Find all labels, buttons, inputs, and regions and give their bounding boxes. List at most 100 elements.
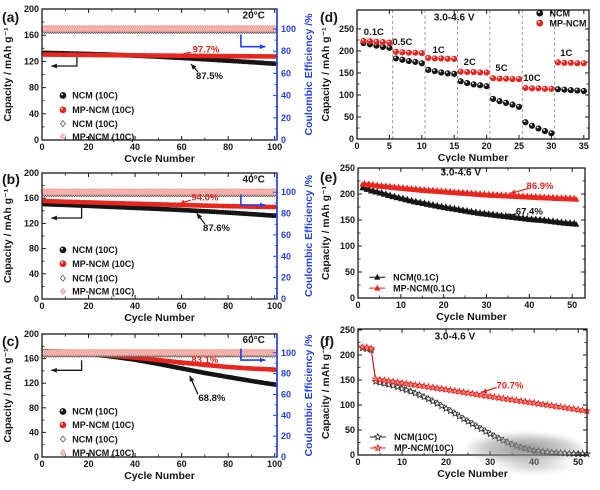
svg-text:150: 150 [340,215,355,225]
axis-ticks: 0 10 20 30 40 50 0 50 100 150 200 250 [340,163,585,310]
svg-text:5: 5 [387,141,392,151]
axis-labels: Cycle Number Capacity / mAh g⁻¹ [320,344,508,480]
series-mp-ncm-10c-efficiency [40,24,279,33]
annotation-83.1pct: 83.1% [177,355,219,366]
svg-text:Cycle Number: Cycle Number [437,468,508,480]
svg-text:20: 20 [281,113,291,123]
svg-text:35: 35 [579,141,589,151]
rate-label: 2C [464,57,476,68]
panel-a: 0 20 40 60 80 100 0 40 80 120 160 200 0 20 40 60 80 100 Cy… [0,0,318,165]
svg-text:MP-NCM (10C): MP-NCM (10C) [72,259,134,269]
svg-text:0: 0 [349,134,354,144]
svg-text:40: 40 [281,91,291,101]
svg-text:40: 40 [29,427,39,437]
svg-text:0: 0 [39,459,44,469]
svg-text:0: 0 [281,294,286,304]
series-mp-ncm [360,37,587,92]
voltage-window-label: 3.0-4.6 V [434,12,475,23]
svg-text:MP-NCM(0.1C): MP-NCM(0.1C) [393,283,455,293]
axis-labels: Cycle Number Capacity / mAh g⁻¹ Coulombic … [2,334,315,482]
voltage-window-label: 3.0-4.6 V [440,168,481,179]
svg-text:20: 20 [281,431,291,441]
svg-text:Capacity / mAh g⁻¹: Capacity / mAh g⁻¹ [320,344,332,439]
svg-text:60: 60 [281,68,291,78]
svg-text:20: 20 [84,459,94,469]
svg-text:40: 40 [281,251,291,261]
svg-text:Cycle Number: Cycle Number [124,153,195,162]
rate-label: 5C [495,63,507,74]
svg-text:250: 250 [340,325,355,335]
svg-text:100: 100 [281,187,296,197]
svg-text:20: 20 [439,300,449,310]
svg-text:Capacity / mAh g⁻¹: Capacity / mAh g⁻¹ [320,27,332,122]
annotation-70.7pct: 70.7% [481,381,524,394]
svg-text:68.8%: 68.8% [198,393,225,404]
svg-text:NCM (10C): NCM (10C) [72,119,118,129]
svg-text:100: 100 [267,459,282,469]
svg-text:0: 0 [355,300,360,310]
svg-text:100: 100 [267,142,282,152]
rate-separators [392,10,556,139]
svg-text:MP-NCM (10C): MP-NCM (10C) [72,105,134,115]
svg-text:40: 40 [130,459,140,469]
svg-text:50: 50 [567,300,577,310]
annotation-97.7pct: 97.7% [171,45,220,58]
svg-text:40: 40 [130,142,140,152]
svg-text:10: 10 [417,141,427,151]
panel-label: (f) [320,333,334,349]
plot-frame [356,9,590,140]
annotation-68.8pct: 68.8% [189,375,226,404]
svg-text:87.6%: 87.6% [203,223,230,234]
svg-text:80: 80 [223,459,233,469]
svg-text:20: 20 [84,142,94,152]
svg-text:Cycle Number: Cycle Number [124,470,195,482]
svg-text:160: 160 [24,193,39,203]
svg-text:150: 150 [340,375,355,385]
panel-c: 0 20 40 60 80 100 0 40 80 120 160 200 0 20 40 60 80 100 Cy… [0,324,318,490]
rate-label: 1C [433,45,445,56]
panel-a-chart: 0 20 40 60 80 10004080120160200020406080100Cy… [2,4,315,165]
svg-text:NCM (10C): NCM (10C) [72,407,118,417]
svg-text:40: 40 [281,410,291,420]
svg-text:67.4%: 67.4% [516,207,543,218]
axis-labels: Cycle Number Capacity / mAh g⁻¹ [320,27,508,164]
legend: NCM(10C)MP-NCM(10C) [369,432,454,453]
efficiency-axis-arrow [240,194,266,208]
svg-text:20: 20 [84,301,94,311]
svg-text:80: 80 [29,403,39,413]
svg-text:80: 80 [281,369,291,379]
svg-text:MP-NCM (10C): MP-NCM (10C) [72,132,134,142]
svg-text:50: 50 [345,267,355,277]
efficiency-axis-arrow [240,348,266,363]
svg-text:94.0%: 94.0% [191,193,218,204]
legend: NCM (10C) MP-NCM (10C) NCM (10C) MP-NCM (10… [59,245,134,297]
svg-text:20: 20 [482,141,492,151]
svg-text:86.9%: 86.9% [527,181,554,192]
svg-text:200: 200 [340,350,355,360]
svg-text:100: 100 [281,24,296,34]
svg-text:20: 20 [441,457,451,467]
svg-text:70.7%: 70.7% [496,381,523,392]
svg-text:0: 0 [34,294,39,304]
svg-text:30: 30 [481,300,491,310]
svg-text:83.1%: 83.1% [191,355,218,366]
annotation-94.0pct: 94.0% [179,193,219,205]
svg-text:60: 60 [177,142,187,152]
svg-text:Coulombic Efficiency /%: Coulombic Efficiency /% [303,334,315,457]
axis-ticks: 0 5 10 15 20 25 30 35 0 50 100 150 200 250 [339,10,589,151]
svg-text:30: 30 [546,141,556,151]
series-mp-ncm-10c-capacity [41,52,278,59]
svg-text:40: 40 [529,457,539,467]
svg-text:250: 250 [340,163,355,173]
panel-f-chart: 0 10 20 30 40 50 0 50 100 150 200 250 Cycle Number Ca… [320,325,592,480]
svg-text:30: 30 [485,457,495,467]
svg-text:20: 20 [281,273,291,283]
svg-text:160: 160 [24,354,39,364]
legend: NCM (10C) MP-NCM (10C) NCM (10C) MP-NCM (10… [59,407,134,458]
axis-labels: Cycle Number Capacity / mAh g⁻¹ [320,185,507,323]
svg-text:Cycle Number: Cycle Number [124,312,195,324]
svg-text:0: 0 [34,135,39,145]
svg-text:200: 200 [24,329,39,339]
